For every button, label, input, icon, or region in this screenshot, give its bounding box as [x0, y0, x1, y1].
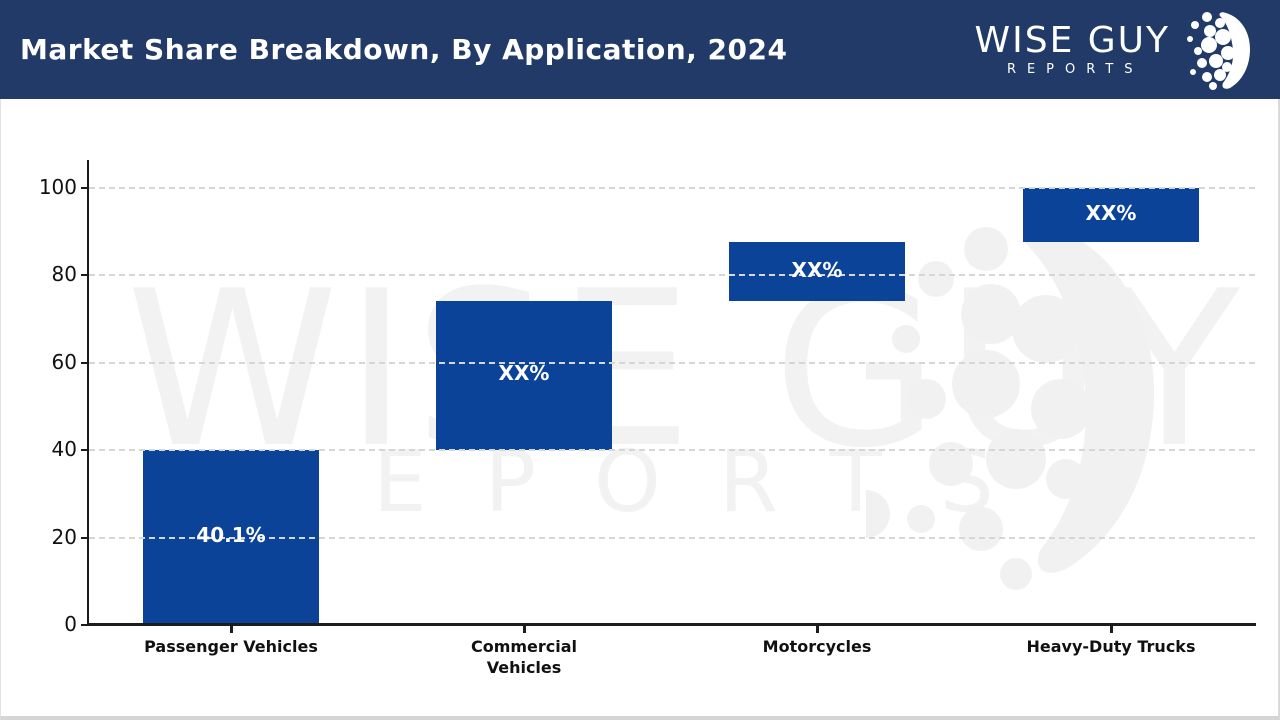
bar-value-label: XX% [791, 257, 843, 282]
x-tick-mark [816, 626, 819, 633]
x-tick-mark [1110, 626, 1113, 633]
bar-value-label: XX% [498, 361, 550, 386]
x-category-label: Heavy-Duty Trucks [1026, 637, 1196, 656]
y-tick-label: 60 [51, 349, 77, 374]
x-category-label: Passenger Vehicles [144, 637, 318, 656]
bar-segment [729, 242, 905, 302]
gridline [89, 449, 1255, 451]
gridline [89, 361, 1255, 364]
y-tick-mark [81, 361, 88, 364]
bar-segment [436, 301, 612, 450]
y-tick-label: 100 [38, 174, 77, 199]
logo-text: WISE GUY REPORTS [974, 20, 1171, 77]
logo-face-icon [1187, 11, 1250, 90]
wise-guy-reports-logo: WISE GUY REPORTS [975, 9, 1253, 91]
watermark-face-icon [866, 226, 1155, 590]
bar-value-label: 40.1% [196, 523, 266, 548]
y-tick-mark [81, 186, 88, 189]
y-tick-mark [81, 449, 88, 451]
x-category-label: Commercial Vehicles [470, 637, 578, 677]
logo-wordmark: WISE GUY [974, 20, 1170, 61]
bar-segment [1023, 187, 1199, 243]
y-tick-label: 40 [51, 437, 77, 461]
y-tick-mark [81, 536, 88, 539]
y-tick-mark [81, 274, 88, 276]
logo-subtitle: REPORTS [1006, 62, 1144, 77]
plot-area: WISE GUY REPORTS 0 20 40 60 80 100 40.1% Passen… [0, 99, 1280, 720]
gridline [89, 186, 1255, 189]
chart-title: Market Share Breakdown, By Application, … [20, 33, 788, 66]
x-tick-mark [230, 626, 233, 633]
y-tick-label: 0 [64, 612, 77, 636]
x-axis-line [87, 623, 1256, 626]
header-banner: Market Share Breakdown, By Application, … [0, 0, 1280, 99]
x-tick-mark [523, 626, 526, 633]
y-tick-label: 20 [51, 524, 77, 549]
y-tick-label: 80 [51, 262, 77, 286]
gridline [89, 536, 1255, 539]
bar-value-label: XX% [1085, 200, 1137, 225]
y-axis-line [87, 160, 89, 626]
x-category-label: Motorcycles [762, 637, 872, 656]
y-tick-mark [81, 624, 88, 626]
gridline [89, 274, 1255, 276]
